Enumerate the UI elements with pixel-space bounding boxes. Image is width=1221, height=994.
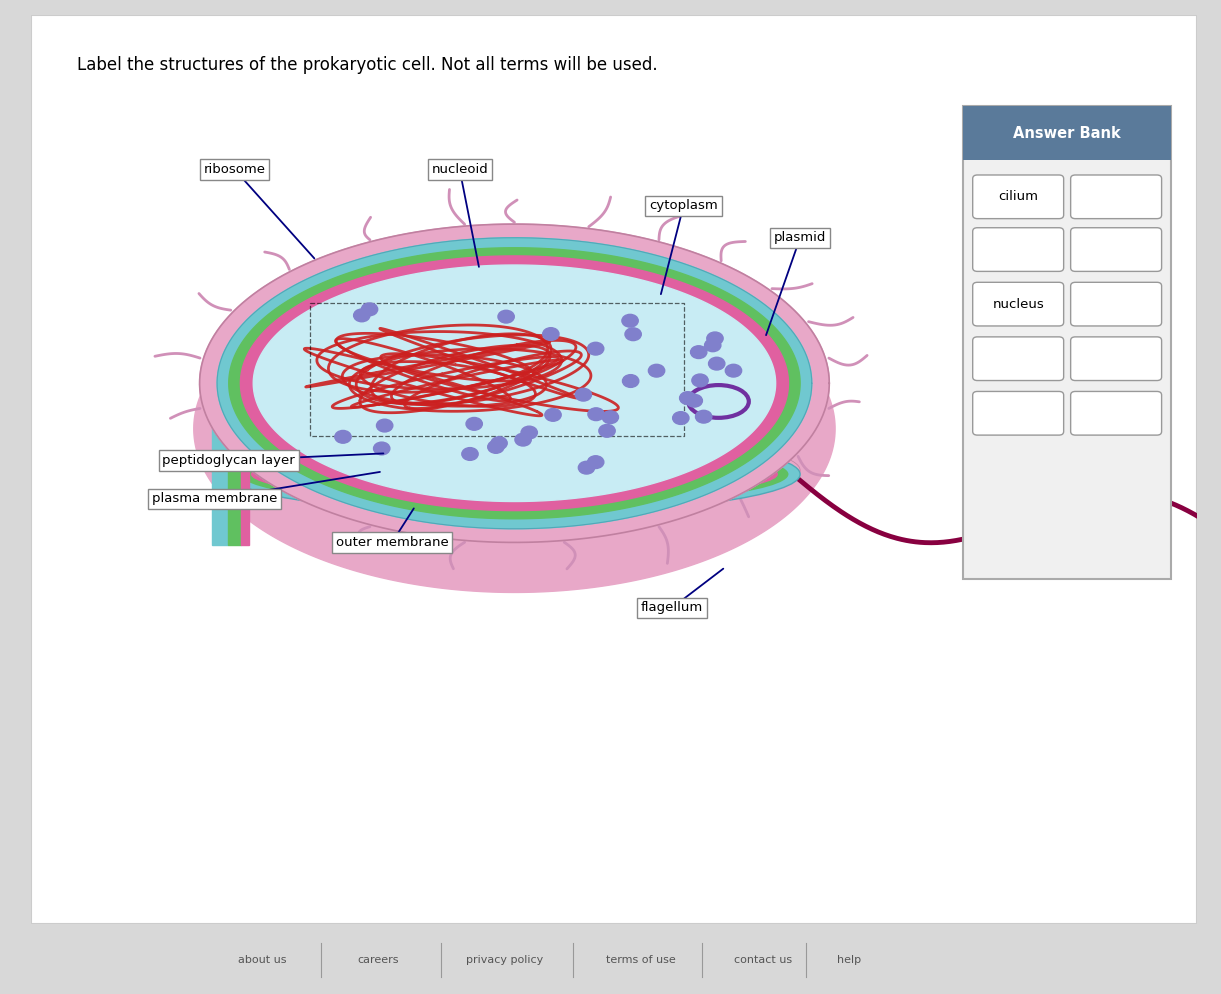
FancyBboxPatch shape [973,337,1063,381]
Circle shape [686,395,702,408]
Circle shape [487,440,504,453]
Text: cytoplasm: cytoplasm [650,200,718,213]
Polygon shape [205,308,274,491]
Circle shape [545,409,562,421]
Ellipse shape [261,453,768,495]
Text: about us: about us [238,955,287,965]
Text: nucleus: nucleus [993,297,1044,311]
Text: terms of use: terms of use [606,955,676,965]
Polygon shape [737,315,797,489]
Circle shape [673,412,689,424]
Circle shape [374,442,389,455]
FancyBboxPatch shape [973,282,1063,326]
Circle shape [623,375,639,388]
Polygon shape [228,248,800,519]
FancyBboxPatch shape [1071,392,1161,435]
FancyBboxPatch shape [963,105,1171,579]
Circle shape [335,430,352,443]
Polygon shape [228,425,241,545]
Text: careers: careers [358,955,399,965]
Polygon shape [194,265,835,592]
Circle shape [648,365,664,377]
FancyBboxPatch shape [963,105,1171,160]
Polygon shape [220,311,283,492]
Text: help: help [836,955,861,965]
Circle shape [602,411,619,423]
Circle shape [680,392,696,405]
Polygon shape [211,425,228,545]
Polygon shape [243,318,300,485]
Polygon shape [231,315,292,489]
Text: Label the structures of the prokaryotic cell. Not all terms will be used.: Label the structures of the prokaryotic … [77,56,658,74]
Polygon shape [241,425,249,545]
Circle shape [579,461,595,474]
Circle shape [589,408,604,420]
Polygon shape [241,255,789,511]
Text: Answer Bank: Answer Bank [1013,125,1121,140]
Circle shape [625,328,641,341]
Circle shape [376,419,393,432]
Circle shape [466,417,482,430]
FancyBboxPatch shape [1071,337,1161,381]
Text: privacy policy: privacy policy [465,955,543,965]
FancyBboxPatch shape [1071,228,1161,271]
Text: contact us: contact us [734,955,792,965]
Text: plasmid: plasmid [774,232,827,245]
Text: nucleoid: nucleoid [431,163,488,176]
Circle shape [542,328,559,340]
Text: outer membrane: outer membrane [336,536,448,549]
Polygon shape [746,311,810,492]
Polygon shape [217,238,812,529]
Circle shape [707,332,723,345]
FancyBboxPatch shape [31,15,1197,924]
Text: peptidoglycan layer: peptidoglycan layer [162,454,295,467]
Ellipse shape [241,442,789,507]
Ellipse shape [250,447,778,501]
Circle shape [462,447,479,460]
Circle shape [361,303,377,316]
FancyBboxPatch shape [1071,175,1161,219]
Circle shape [708,357,725,370]
Circle shape [598,424,615,437]
Text: cilium: cilium [999,190,1038,204]
Circle shape [692,374,708,387]
Circle shape [725,364,741,377]
Circle shape [354,309,370,322]
Ellipse shape [228,434,800,514]
FancyBboxPatch shape [1071,282,1161,326]
Circle shape [696,411,712,423]
Circle shape [621,314,639,327]
FancyBboxPatch shape [973,228,1063,271]
Text: ribosome: ribosome [204,163,266,176]
FancyBboxPatch shape [973,392,1063,435]
Polygon shape [728,318,786,485]
Circle shape [587,342,604,355]
Circle shape [705,339,720,352]
Circle shape [498,310,514,323]
Polygon shape [199,224,829,543]
Circle shape [575,389,591,401]
FancyBboxPatch shape [973,175,1063,219]
Text: flagellum: flagellum [641,601,703,614]
Polygon shape [756,308,823,491]
Polygon shape [253,265,775,502]
Text: plasma membrane: plasma membrane [153,492,277,505]
Circle shape [521,426,537,439]
Circle shape [491,436,507,449]
Circle shape [587,456,604,468]
Circle shape [515,433,531,446]
Circle shape [691,346,707,359]
